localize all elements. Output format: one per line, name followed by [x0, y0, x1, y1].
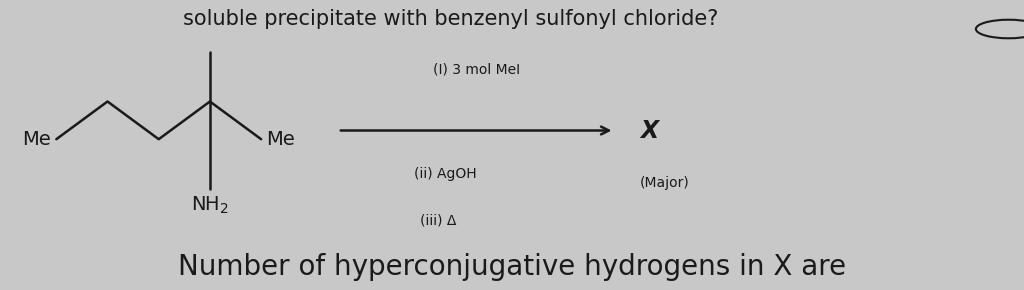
- Text: soluble precipitate with benzenyl sulfonyl chloride?: soluble precipitate with benzenyl sulfon…: [183, 9, 718, 29]
- Text: Me: Me: [266, 130, 295, 149]
- Text: Me: Me: [23, 130, 51, 149]
- Text: (ii) AgOH: (ii) AgOH: [414, 167, 477, 181]
- Text: (Major): (Major): [640, 176, 690, 190]
- Text: Number of hyperconjugative hydrogens in X are: Number of hyperconjugative hydrogens in …: [178, 253, 846, 281]
- Text: NH$_2$: NH$_2$: [190, 194, 229, 215]
- Text: X: X: [640, 119, 658, 142]
- Text: (I) 3 mol MeI: (I) 3 mol MeI: [432, 63, 520, 77]
- Text: (iii) Δ: (iii) Δ: [420, 213, 457, 227]
